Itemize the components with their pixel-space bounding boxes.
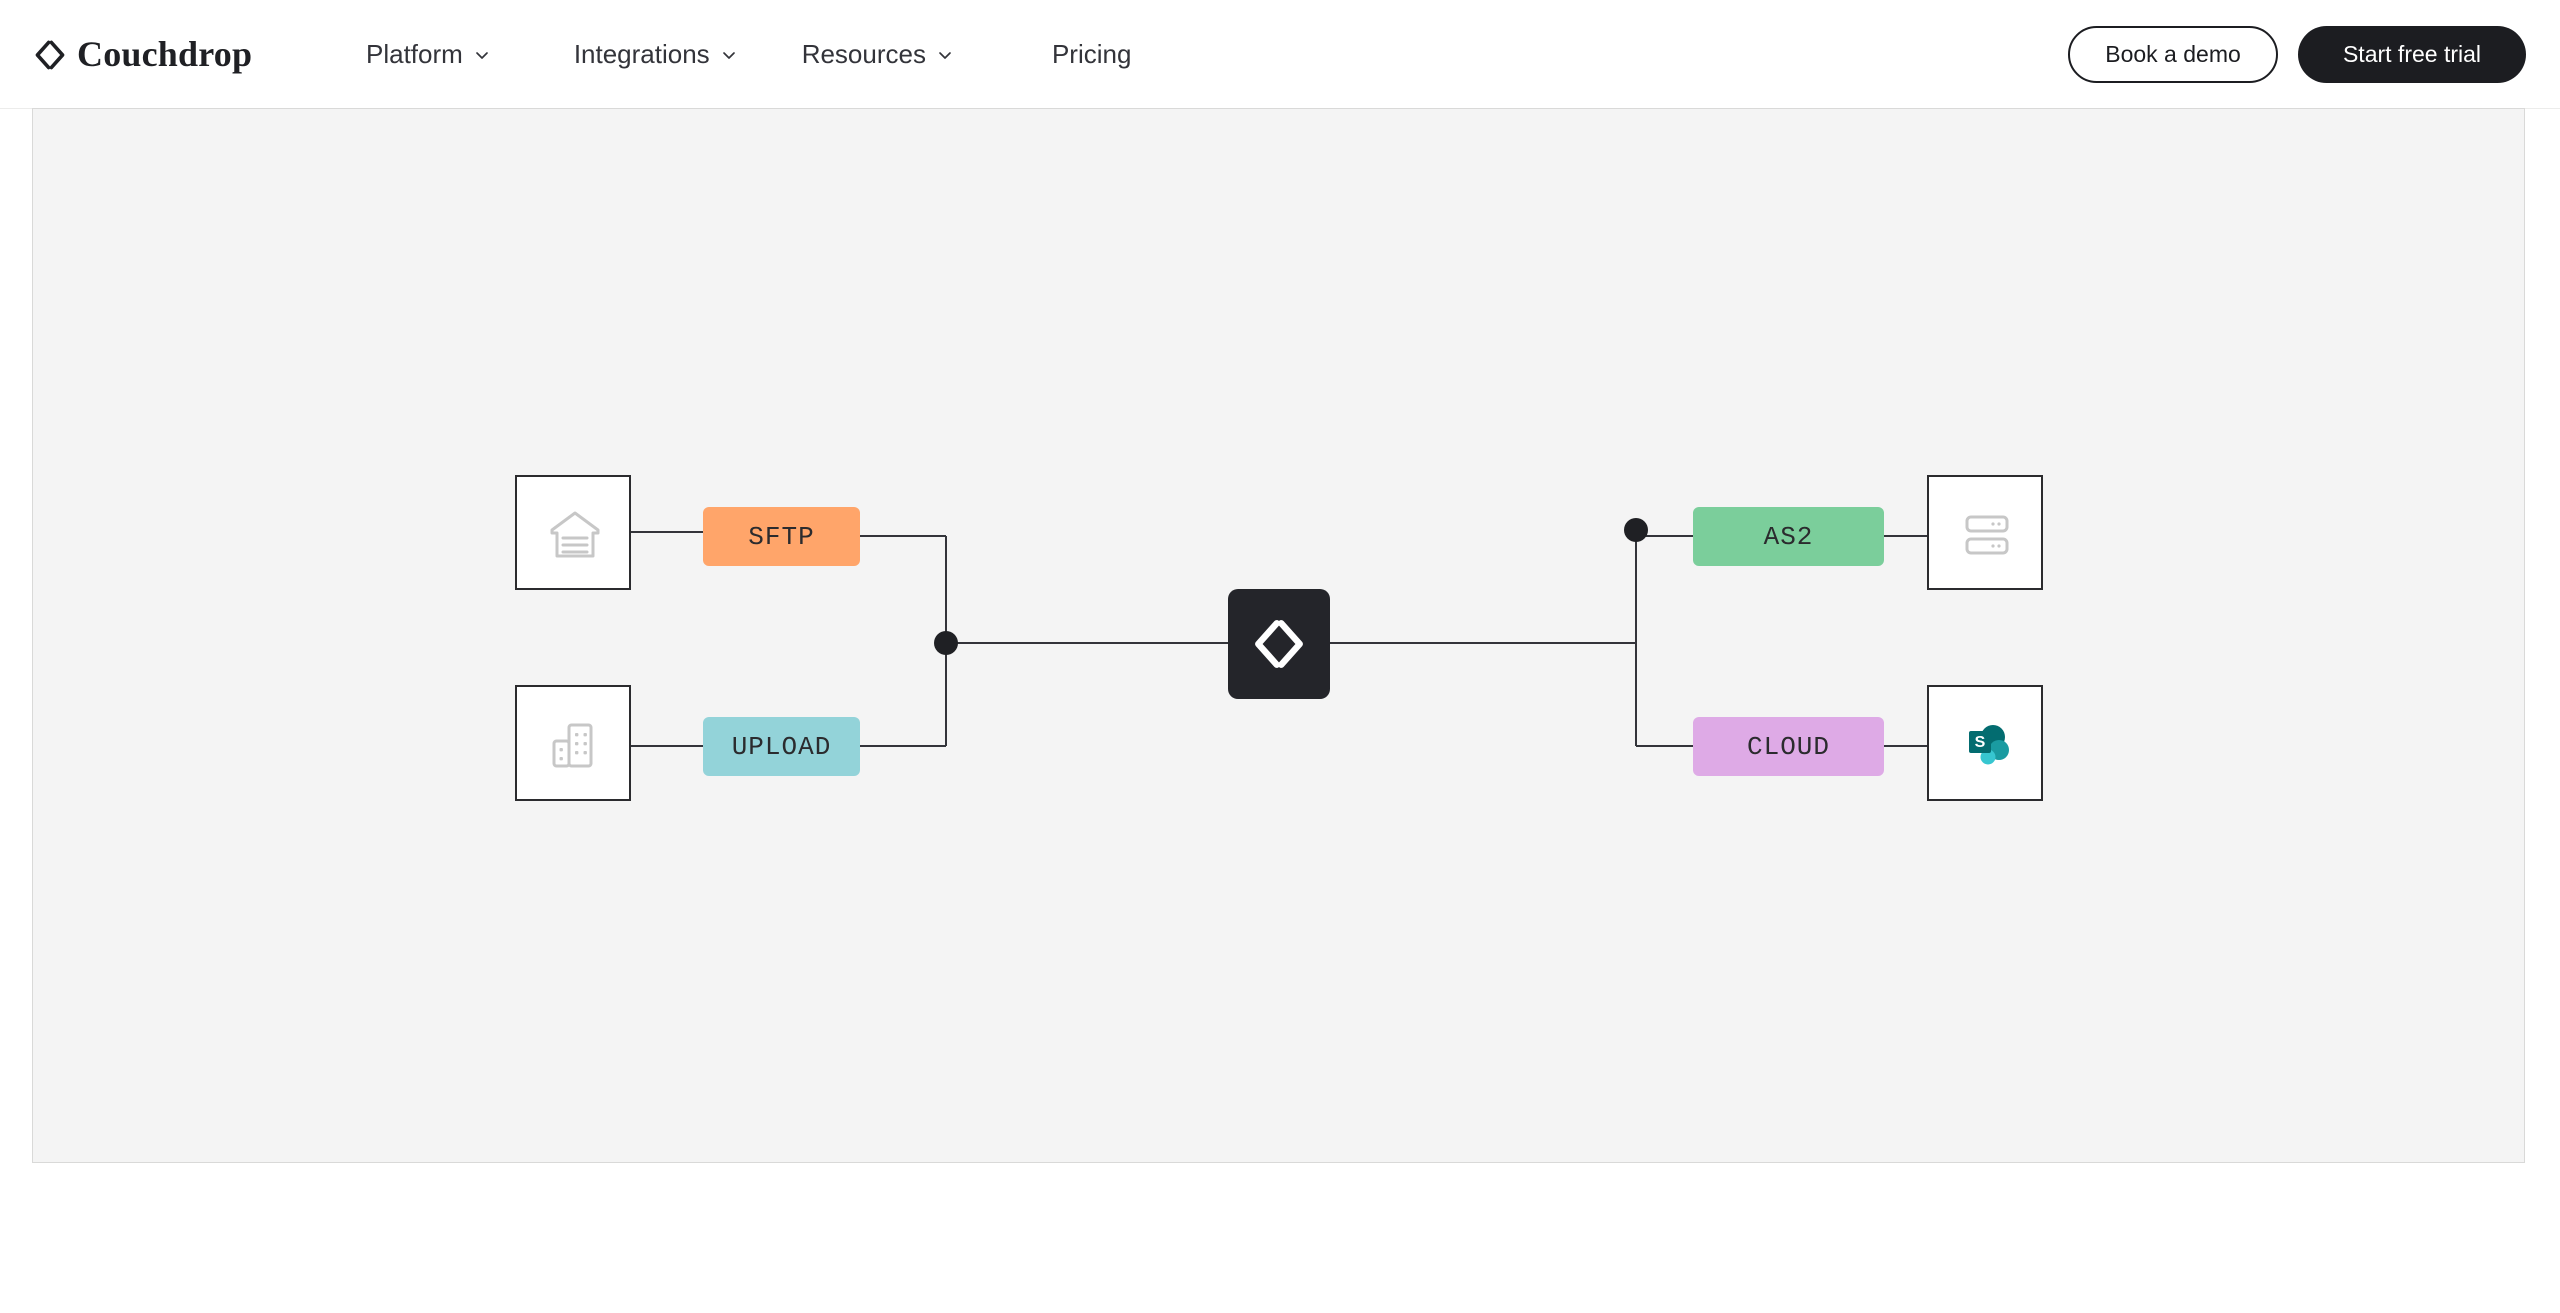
svg-text:S: S — [1975, 734, 1986, 751]
